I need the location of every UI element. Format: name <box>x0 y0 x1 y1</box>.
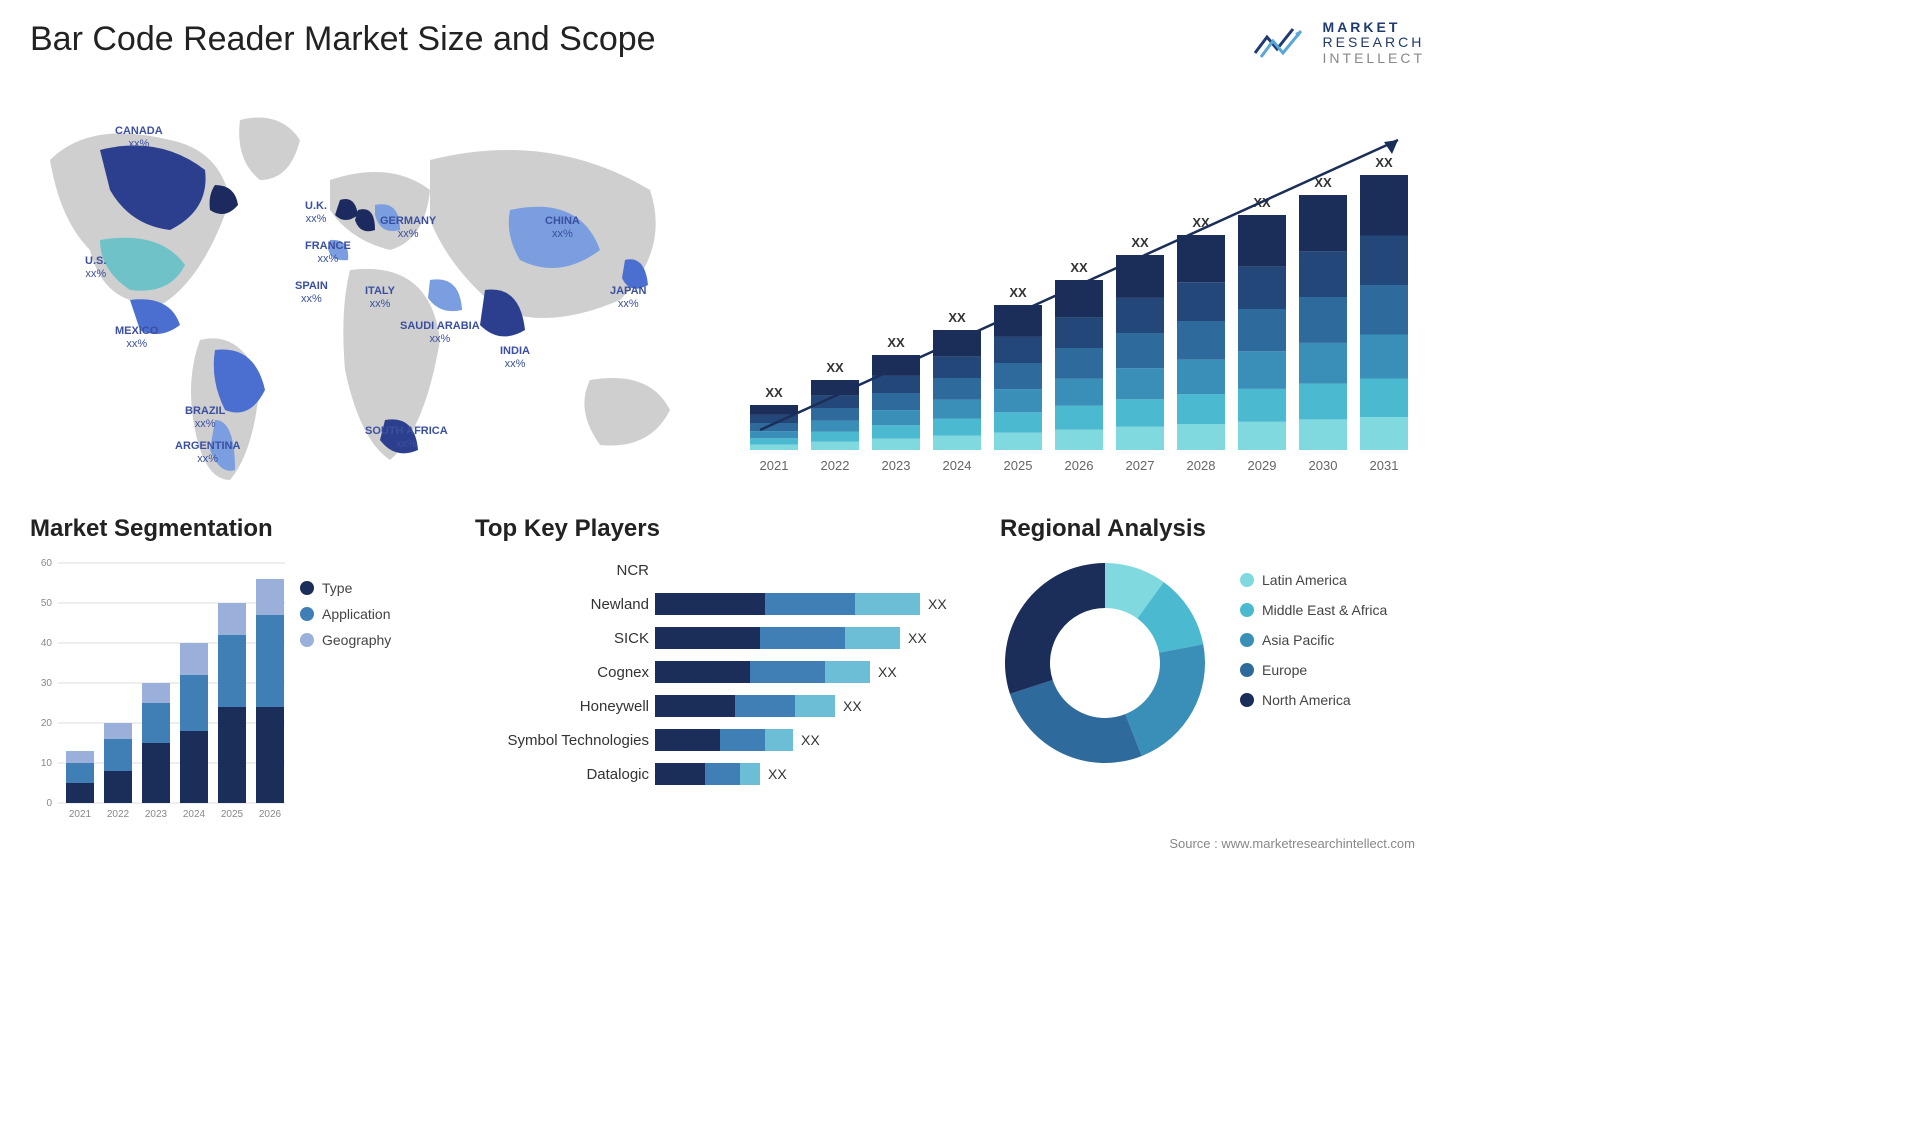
player-value: XX <box>843 698 862 714</box>
legend-item: Asia Pacific <box>1240 632 1387 648</box>
players-title: Top Key Players <box>475 515 965 543</box>
svg-text:2023: 2023 <box>145 809 168 820</box>
svg-text:10: 10 <box>41 758 53 769</box>
player-row: NCR <box>475 553 965 587</box>
map-label: SAUDI ARABIAxx% <box>400 320 480 346</box>
world-map: CANADAxx% U.S.xx% MEXICOxx% BRAZILxx% ARGENT… <box>30 90 710 485</box>
svg-text:XX: XX <box>1009 285 1027 300</box>
brand-logo: MARKET RESEARCH INTELLECT <box>1253 20 1425 66</box>
svg-text:2030: 2030 <box>1309 458 1338 473</box>
player-row: Cognex XX <box>475 655 965 689</box>
legend-item: Middle East & Africa <box>1240 602 1387 618</box>
svg-text:2026: 2026 <box>1065 458 1094 473</box>
players-section: Top Key Players NCRNewlandXXSICKXXCognex… <box>475 515 965 791</box>
player-name: Cognex <box>475 664 655 681</box>
player-row: Honeywell XX <box>475 689 965 723</box>
player-row: Symbol Technologies XX <box>475 723 965 757</box>
player-name: Newland <box>475 596 655 613</box>
svg-text:XX: XX <box>826 360 844 375</box>
svg-text:2026: 2026 <box>259 809 282 820</box>
player-value: XX <box>908 630 927 646</box>
map-label: MEXICOxx% <box>115 325 158 351</box>
player-name: Symbol Technologies <box>475 732 655 749</box>
svg-text:40: 40 <box>41 638 53 649</box>
svg-text:XX: XX <box>765 385 783 400</box>
player-name: SICK <box>475 630 655 647</box>
svg-text:XX: XX <box>887 335 905 350</box>
map-label: GERMANYxx% <box>380 215 436 241</box>
svg-text:2025: 2025 <box>1004 458 1033 473</box>
svg-text:XX: XX <box>1375 155 1393 170</box>
map-label: CHINAxx% <box>545 215 580 241</box>
map-label: BRAZILxx% <box>185 405 225 431</box>
svg-text:XX: XX <box>948 310 966 325</box>
map-label: CANADAxx% <box>115 125 163 151</box>
map-label: ARGENTINAxx% <box>175 440 240 466</box>
legend-item: Europe <box>1240 662 1387 678</box>
legend-item: Geography <box>300 632 391 648</box>
player-value: XX <box>801 732 820 748</box>
svg-text:2024: 2024 <box>943 458 972 473</box>
regional-title: Regional Analysis <box>1000 515 1430 543</box>
segmentation-chart: 0 10 20 30 40 50 60 2021 2022 2023 2024 2025 2026 <box>30 553 290 823</box>
svg-text:2031: 2031 <box>1370 458 1399 473</box>
svg-text:2021: 2021 <box>760 458 789 473</box>
segmentation-title: Market Segmentation <box>30 515 470 543</box>
svg-text:2028: 2028 <box>1187 458 1216 473</box>
svg-text:2022: 2022 <box>107 809 130 820</box>
svg-text:XX: XX <box>1070 260 1088 275</box>
legend-item: North America <box>1240 692 1387 708</box>
svg-text:2029: 2029 <box>1248 458 1277 473</box>
source-text: Source : www.marketresearchintellect.com <box>1169 836 1415 851</box>
legend-item: Type <box>300 580 391 596</box>
svg-text:2023: 2023 <box>882 458 911 473</box>
map-label: SPAINxx% <box>295 280 328 306</box>
logo-line1: MARKET <box>1323 20 1425 35</box>
svg-text:0: 0 <box>46 798 52 809</box>
logo-line3: INTELLECT <box>1323 51 1425 66</box>
legend-item: Latin America <box>1240 572 1387 588</box>
logo-line2: RESEARCH <box>1323 35 1425 50</box>
regional-donut <box>1000 558 1210 768</box>
growth-chart: XX 2021 XX 2022 XX 2023 XX 2024 XX 2025 XX 2026 XX 20… <box>740 100 1420 480</box>
player-name: Datalogic <box>475 766 655 783</box>
svg-text:2022: 2022 <box>821 458 850 473</box>
svg-text:60: 60 <box>41 558 53 569</box>
segmentation-legend: Type Application Geography <box>300 570 391 658</box>
player-name: NCR <box>475 562 655 579</box>
player-row: Datalogic XX <box>475 757 965 791</box>
player-value: XX <box>878 664 897 680</box>
segmentation-section: Market Segmentation 0 10 20 30 40 50 60 2021 202… <box>30 515 470 823</box>
svg-text:30: 30 <box>41 678 53 689</box>
svg-text:XX: XX <box>1131 235 1149 250</box>
legend-item: Application <box>300 606 391 622</box>
svg-text:20: 20 <box>41 718 53 729</box>
svg-text:2027: 2027 <box>1126 458 1155 473</box>
player-row: Newland XX <box>475 587 965 621</box>
player-row: SICK XX <box>475 621 965 655</box>
brand-logo-icon <box>1253 23 1313 63</box>
map-label: INDIAxx% <box>500 345 530 371</box>
player-value: XX <box>928 596 947 612</box>
map-label: SOUTH AFRICAxx% <box>365 425 448 451</box>
map-label: ITALYxx% <box>365 285 395 311</box>
page-title: Bar Code Reader Market Size and Scope <box>30 20 656 59</box>
svg-text:50: 50 <box>41 598 53 609</box>
map-label: FRANCExx% <box>305 240 351 266</box>
regional-section: Regional Analysis Latin America Middle Ea… <box>1000 515 1430 768</box>
map-label: JAPANxx% <box>610 285 646 311</box>
player-value: XX <box>768 766 787 782</box>
svg-text:2021: 2021 <box>69 809 92 820</box>
map-label: U.S.xx% <box>85 255 106 281</box>
svg-text:2024: 2024 <box>183 809 206 820</box>
svg-text:2025: 2025 <box>221 809 244 820</box>
map-label: U.K.xx% <box>305 200 327 226</box>
player-name: Honeywell <box>475 698 655 715</box>
regional-legend: Latin America Middle East & Africa Asia Pa… <box>1240 558 1387 722</box>
